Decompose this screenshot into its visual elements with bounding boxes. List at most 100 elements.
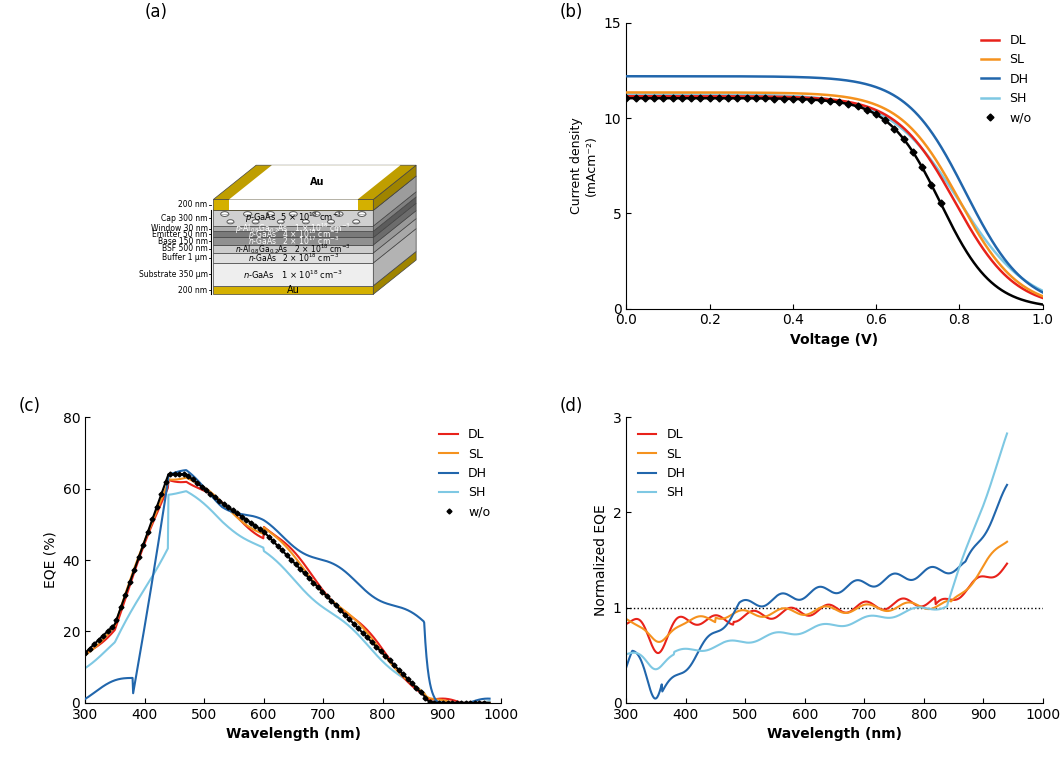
SL <box>483 698 496 707</box>
SH <box>649 665 662 674</box>
SH <box>620 649 633 659</box>
Polygon shape <box>213 210 373 226</box>
X-axis label: Wavelength (nm): Wavelength (nm) <box>767 727 902 741</box>
w/o <box>620 93 633 102</box>
Ellipse shape <box>227 220 234 224</box>
w/o <box>415 688 428 697</box>
SL <box>178 474 190 483</box>
w/o <box>869 110 882 119</box>
DH <box>714 626 727 635</box>
SL <box>727 88 739 97</box>
SL <box>1036 292 1049 301</box>
Text: $p$-GaAs  5 $\times$ 10$^{18}$ cm$^{-3}$: $p$-GaAs 5 $\times$ 10$^{18}$ cm$^{-3}$ <box>245 211 342 225</box>
DH <box>79 694 92 704</box>
Polygon shape <box>229 199 358 210</box>
SH <box>345 623 358 633</box>
Line: DL: DL <box>627 564 1007 653</box>
Polygon shape <box>213 226 373 231</box>
SH <box>694 90 706 99</box>
Polygon shape <box>373 192 416 231</box>
Text: 200 nm: 200 nm <box>179 286 207 295</box>
SL <box>1000 537 1013 546</box>
SL <box>652 637 665 646</box>
SL <box>394 669 406 678</box>
DL <box>79 649 92 658</box>
Text: (b): (b) <box>560 3 583 21</box>
SH <box>1036 286 1049 296</box>
Polygon shape <box>213 165 416 199</box>
w/o <box>164 470 177 479</box>
DL <box>1000 559 1013 568</box>
w/o <box>423 697 436 706</box>
DH <box>620 72 633 81</box>
SH <box>207 508 220 517</box>
DL <box>345 612 358 621</box>
Polygon shape <box>213 245 373 253</box>
DH <box>649 694 662 703</box>
DH <box>180 465 193 474</box>
Y-axis label: Current density
(mAcm⁻²): Current density (mAcm⁻²) <box>570 118 598 214</box>
DL <box>714 612 727 621</box>
X-axis label: Wavelength (nm): Wavelength (nm) <box>226 727 361 741</box>
DL <box>455 698 468 707</box>
DL <box>620 620 633 629</box>
Polygon shape <box>213 286 373 294</box>
DH <box>727 72 739 81</box>
Text: $n$-GaAs   2 $\times$ 10$^{17}$ cm$^{-3}$: $n$-GaAs 2 $\times$ 10$^{17}$ cm$^{-3}$ <box>248 235 338 248</box>
Legend: DL, SL, DH, SH, w/o: DL, SL, DH, SH, w/o <box>434 423 495 523</box>
w/o <box>879 116 892 125</box>
SL <box>741 607 753 616</box>
SH <box>180 487 193 496</box>
DH <box>917 568 930 577</box>
Legend: DL, SL, DH, SH, w/o: DL, SL, DH, SH, w/o <box>976 29 1036 129</box>
DH <box>809 73 821 83</box>
SL <box>898 117 911 126</box>
Text: Emitter 50 nm: Emitter 50 nm <box>152 230 207 239</box>
SH <box>728 636 741 645</box>
Ellipse shape <box>335 212 343 216</box>
DH <box>620 662 633 672</box>
Ellipse shape <box>252 220 259 224</box>
DH <box>1036 288 1049 297</box>
Polygon shape <box>373 251 416 294</box>
w/o <box>666 93 679 102</box>
w/o <box>759 94 771 103</box>
Text: $n$-Al$_{0.8}$Ga$_{0.2}$As   2 $\times$ 10$^{18}$ cm$^{-3}$: $n$-Al$_{0.8}$Ga$_{0.2}$As 2 $\times$ 10… <box>235 242 351 256</box>
DL <box>809 93 821 102</box>
SL <box>870 603 883 612</box>
Polygon shape <box>213 231 373 238</box>
w/o <box>454 698 467 707</box>
SL <box>444 698 456 707</box>
w/o <box>925 180 937 189</box>
DH <box>964 548 977 557</box>
Line: SL: SL <box>627 92 1043 296</box>
DL <box>444 694 456 704</box>
w/o <box>888 124 901 133</box>
DH <box>933 141 946 150</box>
Line: SH: SH <box>627 433 1007 669</box>
Text: (d): (d) <box>560 397 583 416</box>
w/o <box>656 93 669 102</box>
w/o <box>741 94 753 103</box>
SL <box>809 89 821 99</box>
DL <box>964 581 977 590</box>
SH <box>741 638 753 647</box>
DL <box>194 484 206 494</box>
Polygon shape <box>373 211 416 253</box>
DL <box>870 603 883 612</box>
w/o <box>786 94 799 103</box>
Text: Au: Au <box>287 285 300 295</box>
SH <box>809 93 821 102</box>
DH <box>1000 481 1013 490</box>
SL <box>620 614 633 623</box>
Ellipse shape <box>328 220 334 224</box>
DL <box>727 92 739 101</box>
w/o <box>833 98 846 107</box>
DH <box>194 478 206 487</box>
w/o <box>804 95 817 104</box>
Y-axis label: Normalized EQE: Normalized EQE <box>593 504 608 616</box>
w/o <box>777 94 789 103</box>
Polygon shape <box>373 228 416 286</box>
Text: (c): (c) <box>18 397 40 416</box>
w/o <box>638 93 651 102</box>
